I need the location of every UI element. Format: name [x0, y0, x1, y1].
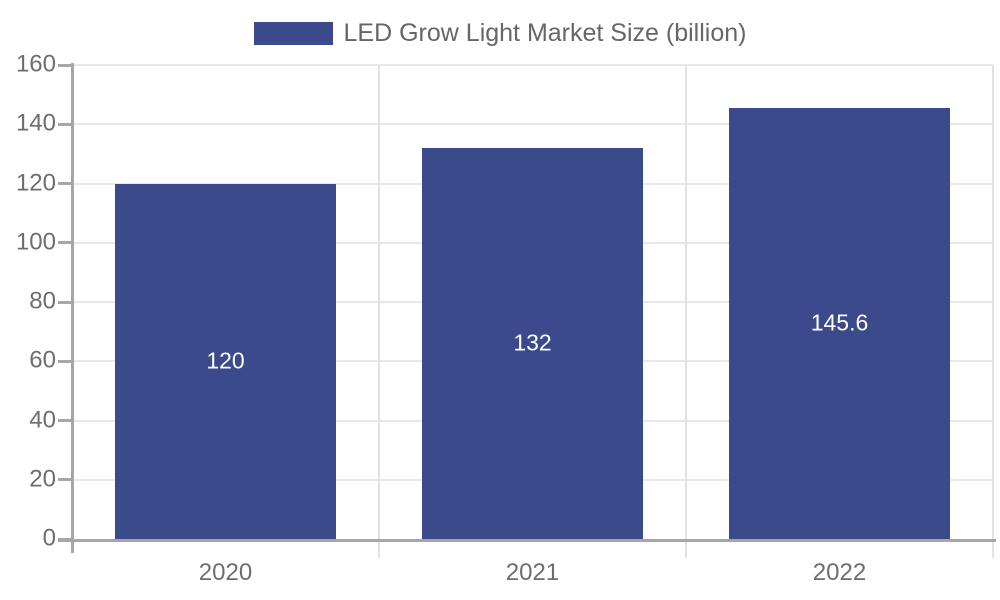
y-axis-tick — [58, 241, 72, 245]
y-axis-tick — [58, 300, 72, 304]
y-axis-tick — [58, 359, 72, 363]
y-axis-tick — [58, 182, 72, 185]
gridline-vertical — [378, 65, 380, 558]
legend-label: LED Grow Light Market Size (billion) — [343, 19, 747, 47]
y-tick-label: 20 — [29, 465, 56, 493]
y-tick-label: 40 — [29, 405, 56, 433]
y-axis-tick — [58, 419, 72, 422]
y-axis-tick — [58, 478, 72, 482]
legend-swatch-icon — [253, 22, 333, 45]
y-tick-label: 120 — [15, 168, 56, 196]
x-axis-line — [58, 539, 996, 542]
gridline-vertical — [685, 65, 687, 558]
y-tick-label: 160 — [15, 50, 56, 78]
bar-value-label: 132 — [513, 329, 552, 356]
y-axis-line — [70, 63, 74, 553]
bar-2020 — [115, 183, 336, 539]
x-tick-label: 2020 — [198, 559, 253, 586]
y-tick-label: 100 — [15, 228, 56, 256]
gridline-horizontal — [72, 64, 993, 66]
y-tick-label: 140 — [15, 109, 56, 137]
bar-value-label: 120 — [206, 347, 245, 374]
y-axis-tick — [58, 122, 72, 126]
legend: LED Grow Light Market Size (billion) — [0, 19, 1000, 48]
x-tick-label: 2022 — [812, 559, 867, 586]
bar-2021 — [422, 147, 643, 539]
y-tick-label: 80 — [29, 287, 56, 315]
bar-value-label: 145.6 — [810, 309, 869, 336]
plot-right-border — [992, 65, 994, 558]
legend-item[interactable]: LED Grow Light Market Size (billion) — [253, 19, 747, 48]
y-axis-tick — [58, 63, 72, 67]
y-tick-label: 60 — [29, 346, 56, 374]
gridline-horizontal — [72, 123, 993, 126]
bar-2022 — [729, 107, 950, 539]
y-tick-label: 0 — [42, 524, 56, 552]
x-tick-label: 2021 — [505, 559, 560, 586]
